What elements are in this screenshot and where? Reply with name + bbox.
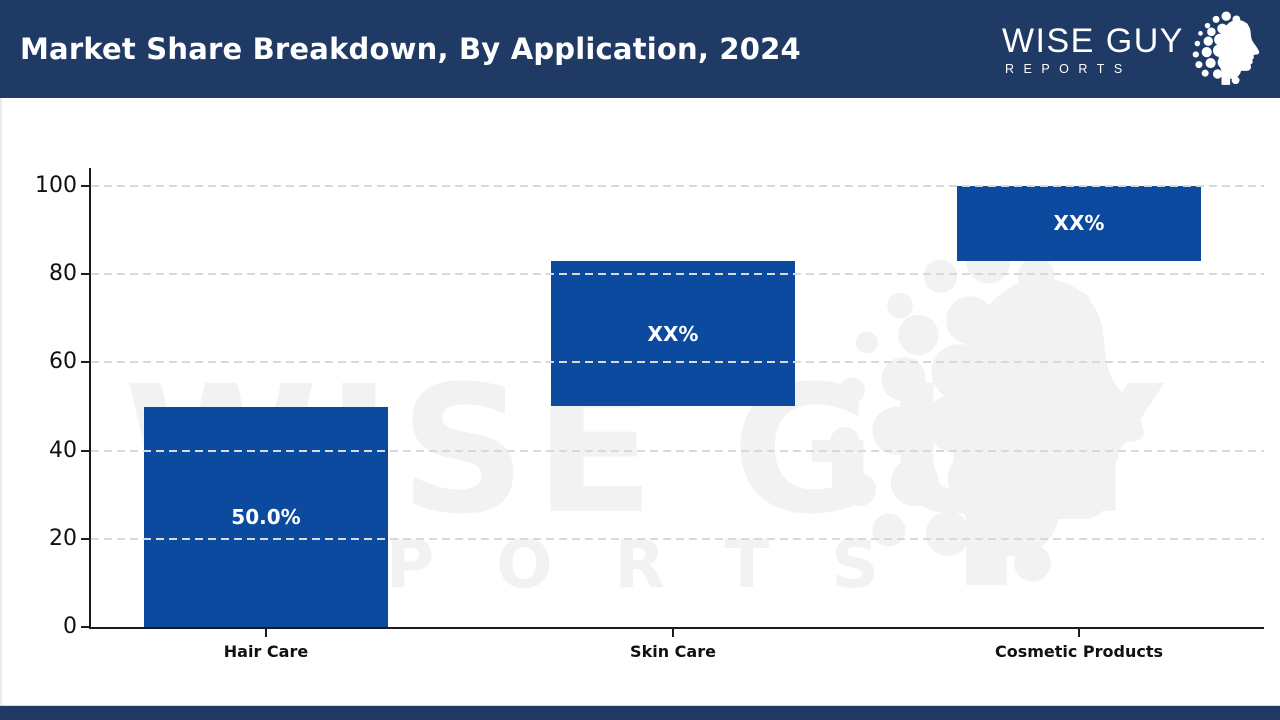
gridline	[91, 449, 1264, 452]
x-tick-mark	[672, 629, 674, 637]
x-tick-label: Skin Care	[630, 642, 716, 661]
plot-area: WISE GUY REPORTS 0 20 40 60 80 100 50.0% Hair C…	[0, 98, 1280, 706]
logo-wordmark: WISE GUY	[1001, 22, 1184, 60]
footer-divider	[0, 705, 1280, 706]
logo-text: WISE GUY REPORTS	[1002, 22, 1184, 76]
y-tick-label: 20	[49, 525, 77, 551]
y-tick-mark	[81, 626, 89, 628]
header-bar: Market Share Breakdown, By Application, …	[0, 0, 1280, 98]
y-tick-mark	[81, 185, 89, 187]
footer-bar	[0, 706, 1280, 720]
y-tick-mark	[81, 449, 89, 452]
logo-subtitle: REPORTS	[1004, 62, 1132, 76]
x-tick-label: Cosmetic Products	[994, 642, 1164, 661]
bar-value-label: XX%	[647, 321, 699, 346]
gridline	[91, 537, 1264, 540]
x-tick-mark	[265, 629, 267, 637]
y-tick-label: 0	[63, 614, 77, 639]
bar	[551, 260, 795, 407]
chart-title: Market Share Breakdown, By Application, …	[20, 32, 801, 66]
gridline	[91, 185, 1264, 187]
y-tick-label: 40	[49, 437, 77, 463]
bar	[144, 406, 388, 627]
gridline	[91, 361, 1264, 364]
wiseguy-head-icon	[1192, 11, 1260, 85]
bar-value-label: 50.0%	[231, 504, 301, 529]
watermark-head-icon	[830, 239, 1144, 586]
y-tick-mark	[81, 273, 89, 276]
y-tick-label: 80	[49, 261, 77, 287]
wiseguy-logo: WISE GUY REPORTS	[1002, 7, 1266, 91]
x-axis-line	[89, 627, 1264, 629]
y-tick-mark	[81, 361, 89, 364]
gridline	[91, 273, 1264, 276]
bar-value-label: XX%	[1053, 211, 1105, 236]
y-tick-label: 60	[49, 349, 77, 375]
y-tick-label: 100	[35, 173, 77, 198]
bar	[957, 186, 1201, 261]
y-axis-line	[89, 168, 91, 629]
x-tick-mark	[1078, 629, 1080, 637]
x-tick-label: Hair Care	[223, 642, 309, 661]
y-tick-mark	[81, 537, 89, 540]
